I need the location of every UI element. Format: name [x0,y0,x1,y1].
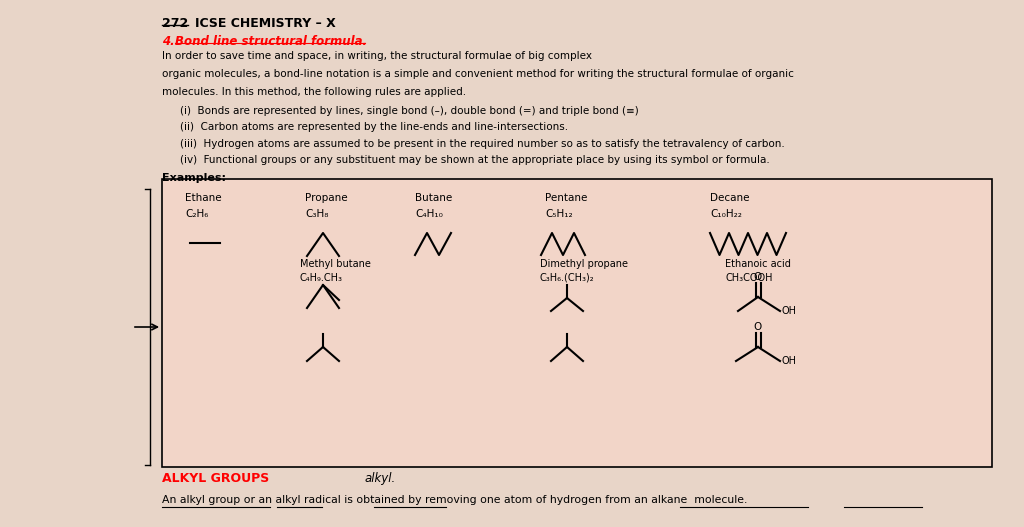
Text: O: O [754,322,762,332]
Text: Examples:: Examples: [162,173,226,183]
Text: 4.: 4. [162,35,175,48]
Text: (iii)  Hydrogen atoms are assumed to be present in the required number so as to : (iii) Hydrogen atoms are assumed to be p… [180,139,784,149]
Text: CH₃COOH: CH₃COOH [725,273,772,283]
Text: Dimethyl propane: Dimethyl propane [540,259,628,269]
Text: Bond line structural formula.: Bond line structural formula. [175,35,367,48]
Text: Propane: Propane [305,193,347,203]
Text: O: O [754,272,762,282]
Text: An alkyl group or an alkyl radical is obtained by removing one atom of hydrogen : An alkyl group or an alkyl radical is ob… [162,495,748,505]
Text: Ethanoic acid: Ethanoic acid [725,259,791,269]
Text: Decane: Decane [710,193,750,203]
Text: OH: OH [781,356,796,366]
Text: ALKYL GROUPS: ALKYL GROUPS [162,472,269,485]
Text: Butane: Butane [415,193,453,203]
Text: C₅H₁₂: C₅H₁₂ [545,209,572,219]
Text: Ethane: Ethane [185,193,221,203]
Text: molecules. In this method, the following rules are applied.: molecules. In this method, the following… [162,87,466,97]
Text: organic molecules, a bond-line notation is a simple and convenient method for wr: organic molecules, a bond-line notation … [162,69,794,79]
Text: C₄H₁₀: C₄H₁₀ [415,209,442,219]
Text: C₂H₆: C₂H₆ [185,209,208,219]
Text: Methyl butane: Methyl butane [300,259,371,269]
Text: (i)  Bonds are represented by lines, single bond (–), double bond (=) and triple: (i) Bonds are represented by lines, sing… [180,106,639,116]
Text: C₃H₈: C₃H₈ [305,209,329,219]
Text: In order to save time and space, in writing, the structural formulae of big comp: In order to save time and space, in writ… [162,51,592,61]
Text: C₄H₉.CH₃: C₄H₉.CH₃ [300,273,343,283]
Text: ICSE CHEMISTRY – X: ICSE CHEMISTRY – X [195,17,336,30]
FancyBboxPatch shape [162,179,992,467]
Text: (iv)  Functional groups or any substituent may be shown at the appropriate place: (iv) Functional groups or any substituen… [180,155,770,165]
Text: (ii)  Carbon atoms are represented by the line-ends and line-intersections.: (ii) Carbon atoms are represented by the… [180,122,568,132]
Text: OH: OH [781,306,796,316]
Text: 272: 272 [162,17,188,30]
Text: C₃H₆.(CH₃)₂: C₃H₆.(CH₃)₂ [540,273,595,283]
Text: alkyl.: alkyl. [365,472,396,485]
Text: C₁₀H₂₂: C₁₀H₂₂ [710,209,741,219]
Text: Pentane: Pentane [545,193,588,203]
